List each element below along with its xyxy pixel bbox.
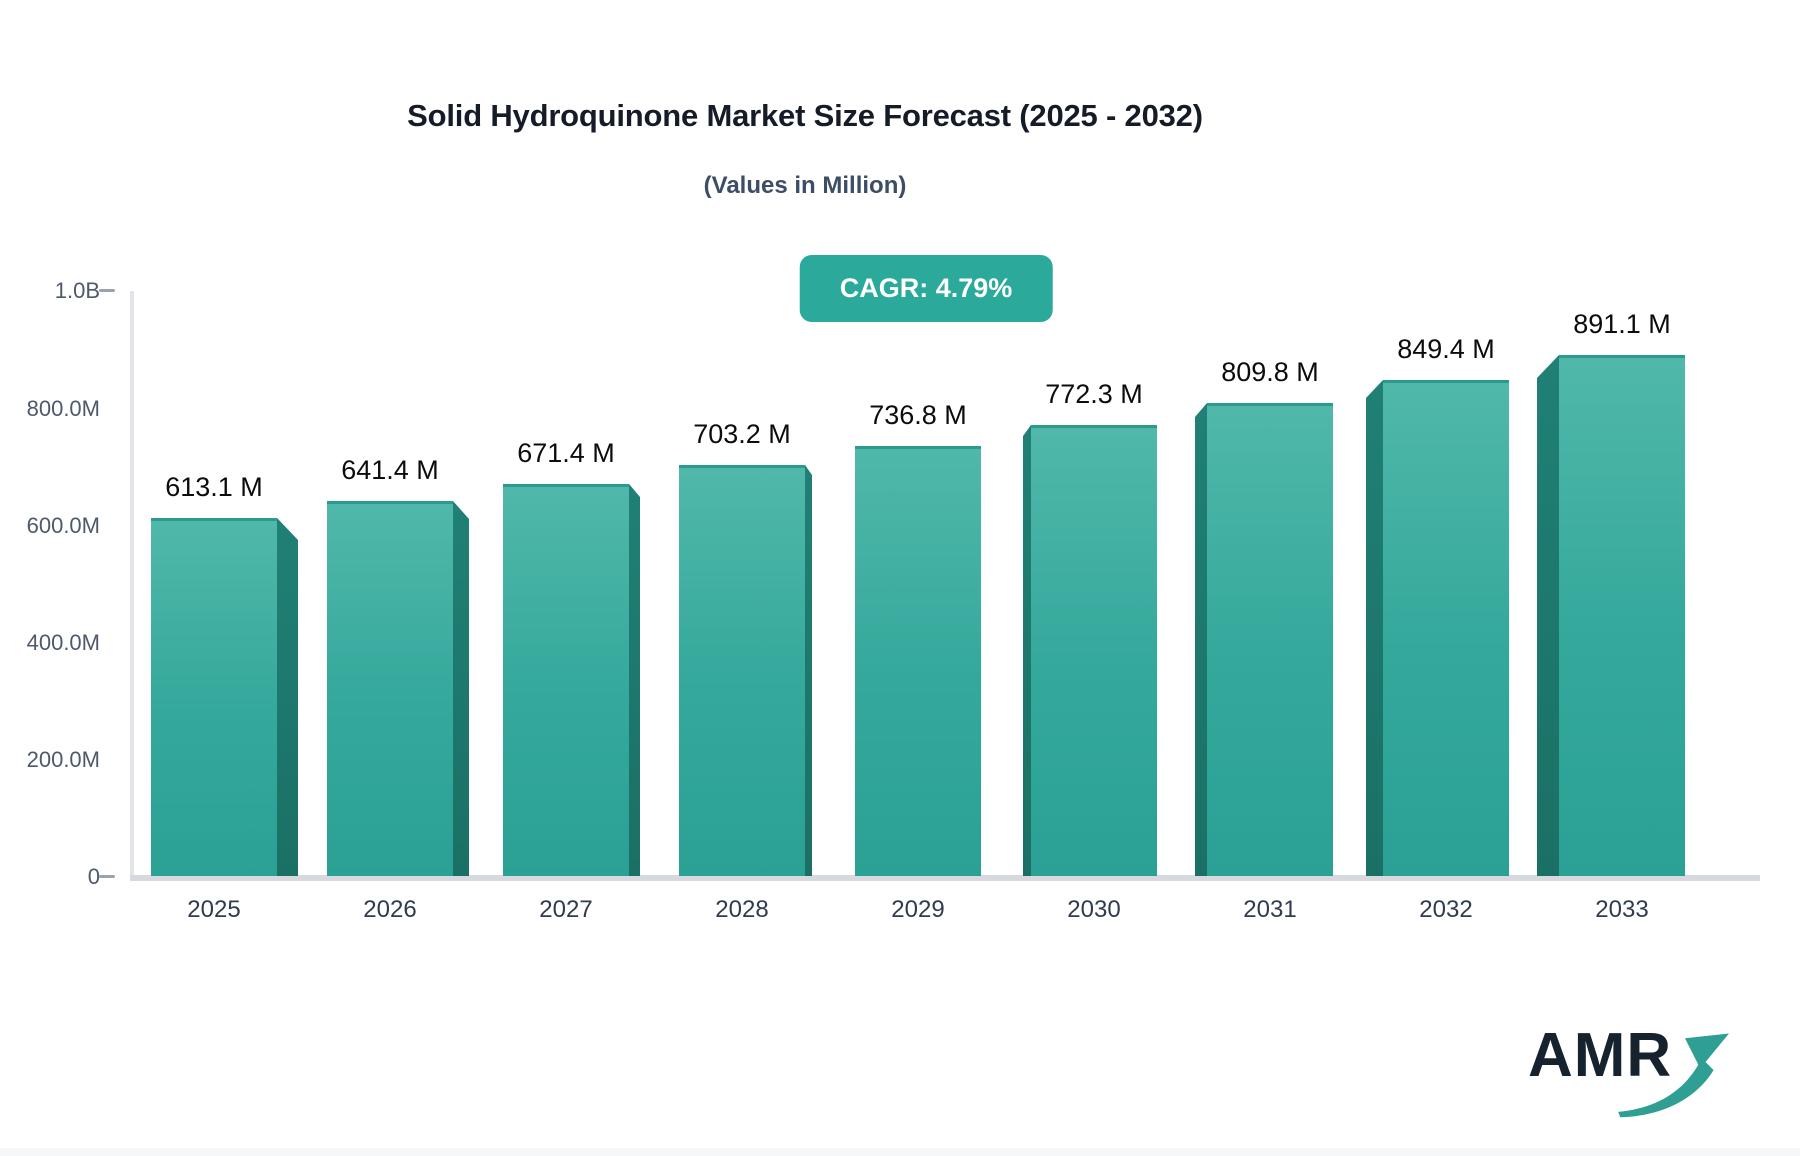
bar-2028[interactable] bbox=[679, 465, 805, 876]
bar-2031[interactable] bbox=[1207, 403, 1333, 876]
bar-value-label: 641.4 M bbox=[341, 455, 439, 485]
bar-2030[interactable] bbox=[1031, 425, 1157, 876]
bar-value-label: 809.8 M bbox=[1221, 357, 1319, 387]
chart-subtitle: (Values in Million) bbox=[703, 172, 907, 199]
bar-value-label: 671.4 M bbox=[517, 438, 615, 468]
bar-side-face bbox=[1537, 355, 1559, 876]
x-axis-label: 2026 bbox=[363, 896, 417, 923]
bar-2032[interactable] bbox=[1383, 380, 1509, 876]
x-axis-line bbox=[130, 875, 1760, 881]
bar-side-face bbox=[1195, 403, 1207, 876]
amr-logo-text: AMR bbox=[1528, 1021, 1673, 1090]
bar-value-label: 849.4 M bbox=[1397, 334, 1495, 364]
cagr-badge: CAGR: 4.79% bbox=[799, 255, 1053, 322]
y-axis-tick-label: 400.0M bbox=[26, 630, 100, 655]
y-axis-line bbox=[130, 291, 134, 877]
y-axis-tick-mark bbox=[99, 289, 115, 292]
x-axis-label: 2032 bbox=[1419, 896, 1473, 923]
bar-value-label: 891.1 M bbox=[1573, 309, 1671, 339]
x-axis-label: 2030 bbox=[1067, 896, 1121, 923]
bar-value-label: 772.3 M bbox=[1045, 379, 1143, 409]
x-axis-label: 2031 bbox=[1243, 896, 1297, 923]
amr-logo: AMR bbox=[1528, 1025, 1738, 1120]
y-axis-tick-label: 800.0M bbox=[26, 396, 100, 421]
growth-arrow-icon bbox=[1618, 1033, 1729, 1118]
y-axis-tick-mark bbox=[99, 875, 115, 878]
bar-2027[interactable] bbox=[503, 484, 629, 876]
y-axis-tick-label: 0 bbox=[87, 864, 100, 889]
y-axis-tick-label: 200.0M bbox=[26, 747, 100, 772]
bar-side-face bbox=[629, 484, 640, 876]
bar-side-face bbox=[277, 518, 298, 876]
bar-value-label: 613.1 M bbox=[165, 472, 263, 502]
x-axis-label: 2028 bbox=[715, 896, 769, 923]
bar-2029[interactable] bbox=[855, 446, 981, 876]
x-axis-label: 2029 bbox=[891, 896, 945, 923]
x-axis-label: 2025 bbox=[187, 896, 241, 923]
y-axis-tick-label: 1.0B bbox=[54, 278, 100, 303]
chart-title: Solid Hydroquinone Market Size Forecast … bbox=[407, 98, 1203, 133]
page-bottom-edge bbox=[0, 1148, 1800, 1156]
bar-value-label: 736.8 M bbox=[869, 400, 967, 430]
y-axis-tick-label: 600.0M bbox=[26, 513, 100, 538]
bar-side-face bbox=[453, 501, 469, 876]
bar-side-face bbox=[1023, 425, 1031, 876]
bar-value-label: 703.2 M bbox=[693, 419, 791, 449]
bar-2033[interactable] bbox=[1559, 355, 1685, 876]
x-axis-label: 2027 bbox=[539, 896, 593, 923]
bar-side-face bbox=[805, 465, 812, 876]
bar-2025[interactable] bbox=[151, 518, 277, 876]
x-axis-label: 2033 bbox=[1595, 896, 1649, 923]
bar-2026[interactable] bbox=[327, 501, 453, 876]
bar-side-face bbox=[1366, 380, 1383, 876]
